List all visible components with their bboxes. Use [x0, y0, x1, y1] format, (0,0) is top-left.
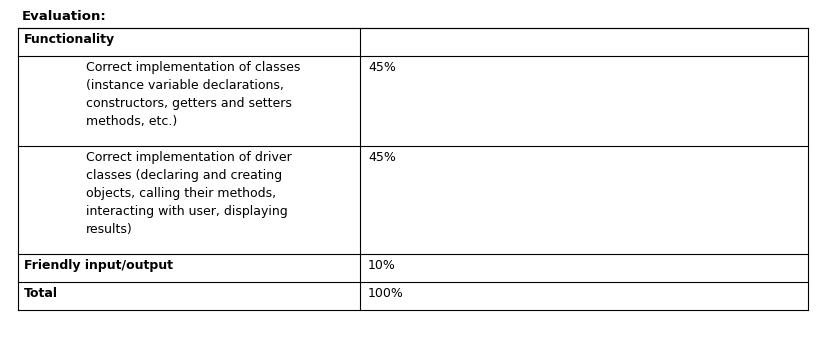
Text: Evaluation:: Evaluation: — [22, 10, 107, 23]
Text: 100%: 100% — [368, 287, 404, 300]
Text: Functionality: Functionality — [24, 33, 115, 46]
Text: 45%: 45% — [368, 61, 396, 74]
Text: Correct implementation of classes
(instance variable declarations,
constructors,: Correct implementation of classes (insta… — [86, 61, 300, 128]
Text: 45%: 45% — [368, 151, 396, 164]
Text: Friendly input/output: Friendly input/output — [24, 259, 173, 272]
Text: Correct implementation of driver
classes (declaring and creating
objects, callin: Correct implementation of driver classes… — [86, 151, 291, 236]
Text: Total: Total — [24, 287, 58, 300]
Text: 10%: 10% — [368, 259, 396, 272]
